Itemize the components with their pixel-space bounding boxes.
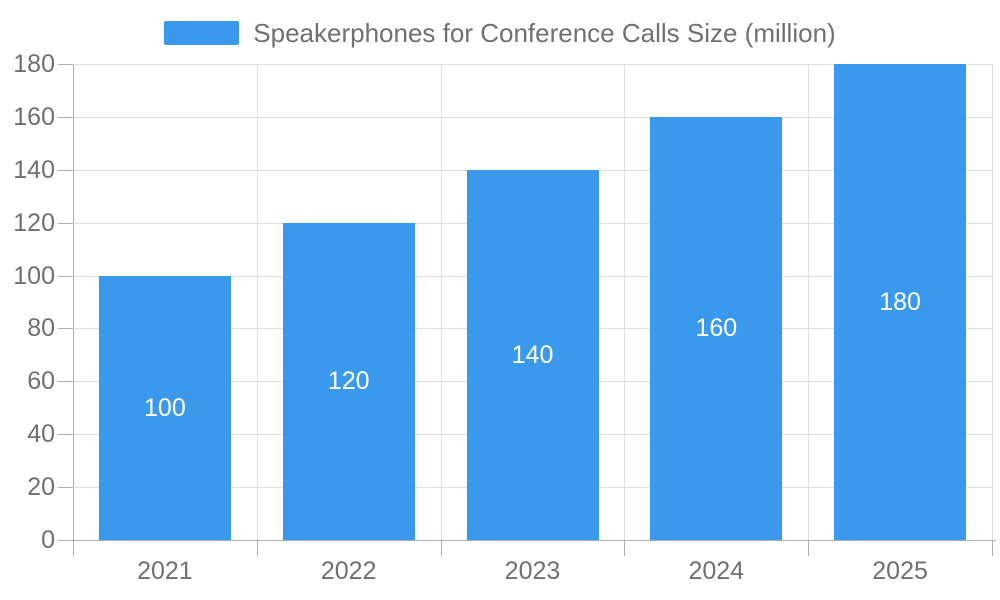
bar-2025: 180 [834, 64, 967, 540]
y-gridline [73, 64, 992, 65]
legend-swatch[interactable] [164, 21, 240, 45]
x-axis-tick-label: 2024 [688, 557, 745, 585]
bar-value-label: 140 [511, 340, 554, 369]
bar-2023: 140 [466, 169, 599, 540]
x-tick [256, 541, 258, 556]
x-axis-tick-label: 2022 [320, 557, 377, 585]
x-tick [992, 541, 993, 556]
y-axis-tick-label: 140 [13, 155, 55, 184]
y-axis-line [73, 64, 74, 556]
y-gridline [73, 116, 992, 118]
x-gridline [440, 64, 442, 540]
bar-2021: 100 [98, 275, 231, 540]
x-gridline [992, 64, 993, 540]
y-axis-tick-label: 120 [13, 208, 55, 237]
y-axis-tick-label: 80 [27, 314, 55, 343]
y-axis-tick-label: 20 [27, 473, 55, 502]
x-axis-tick-label: 2025 [872, 557, 928, 585]
y-tick [58, 434, 73, 436]
x-gridline [808, 64, 810, 540]
y-tick [58, 116, 73, 118]
x-axis-line [73, 540, 996, 541]
x-tick [624, 541, 626, 556]
bar-value-label: 180 [879, 288, 921, 316]
chart-legend[interactable]: Speakerphones for Conference Calls Size … [0, 18, 1000, 48]
x-axis-tick-label: 2021 [137, 557, 193, 585]
x-axis-tick-label: 2023 [504, 557, 561, 585]
y-tick [58, 487, 73, 489]
bar-value-label: 120 [327, 367, 370, 396]
y-tick [58, 275, 73, 277]
bar-2022: 120 [282, 222, 415, 540]
y-tick [58, 169, 73, 171]
y-tick [58, 381, 73, 383]
y-axis-tick-label: 60 [27, 367, 55, 396]
bar-2024: 160 [650, 116, 783, 540]
y-axis-tick-label: 0 [41, 526, 55, 554]
x-gridline [624, 64, 626, 540]
y-tick [58, 64, 73, 65]
y-axis-tick-label: 100 [13, 261, 55, 290]
y-axis-tick-label: 160 [13, 102, 55, 131]
legend-label[interactable]: Speakerphones for Conference Calls Size … [253, 17, 836, 48]
y-tick [58, 540, 73, 541]
x-tick [808, 541, 810, 556]
y-tick [58, 328, 73, 330]
y-axis-tick-label: 180 [13, 50, 55, 78]
x-gridline [256, 64, 258, 540]
bar-value-label: 100 [144, 393, 186, 422]
y-tick [58, 222, 73, 224]
y-axis-tick-label: 40 [27, 420, 55, 449]
bar-value-label: 160 [695, 314, 738, 343]
x-tick [440, 541, 442, 556]
